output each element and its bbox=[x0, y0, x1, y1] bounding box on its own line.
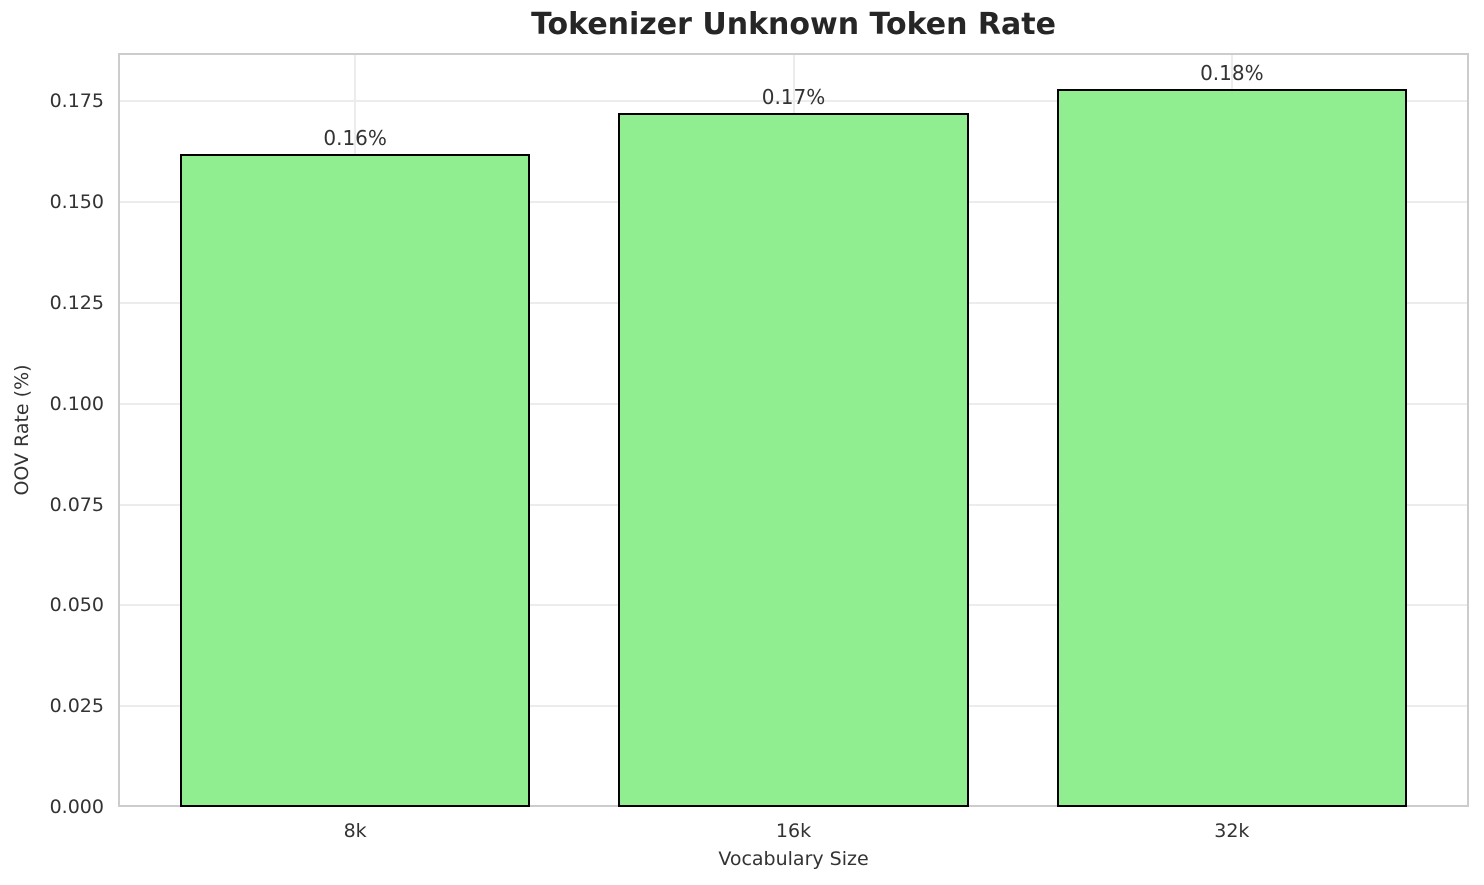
y-tick-label: 0.175 bbox=[49, 90, 104, 113]
x-tick-label-32k: 32k bbox=[1214, 820, 1250, 842]
y-axis-label: OOV Rate (%) bbox=[11, 364, 33, 496]
plot-area: 0.16% 0.17% 0.18% bbox=[118, 53, 1469, 807]
x-tick-label-8k: 8k bbox=[343, 820, 367, 842]
chart-title: Tokenizer Unknown Token Rate bbox=[531, 7, 1056, 42]
y-tick-label: 0.050 bbox=[49, 594, 104, 617]
x-axis-label: Vocabulary Size bbox=[718, 848, 869, 870]
y-tick-label: 0.000 bbox=[49, 796, 104, 818]
bar-value-label: 0.16% bbox=[323, 125, 387, 150]
bar-16k bbox=[618, 113, 969, 807]
y-tick-label: 0.100 bbox=[49, 392, 104, 415]
y-tick-label: 0.125 bbox=[49, 291, 104, 314]
bar-8k bbox=[179, 153, 531, 807]
bar-value-label: 0.17% bbox=[761, 85, 826, 110]
bar-value-label: 0.18% bbox=[1200, 61, 1264, 86]
bar-32k bbox=[1056, 89, 1408, 807]
y-tick-label: 0.150 bbox=[49, 191, 104, 214]
y-tick-label: 0.075 bbox=[49, 493, 104, 516]
x-tick-label-16k: 16k bbox=[775, 820, 812, 842]
y-tick-label: 0.025 bbox=[49, 695, 104, 718]
